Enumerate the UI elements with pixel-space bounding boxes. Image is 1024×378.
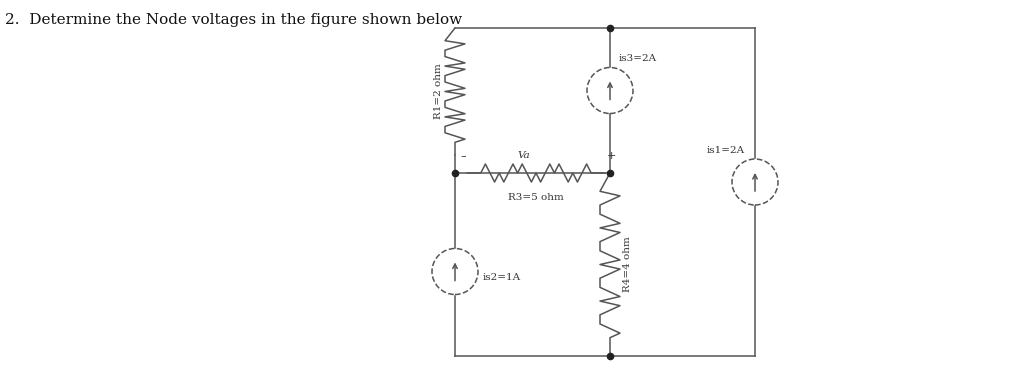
Text: Va: Va <box>518 151 530 160</box>
Text: R1=2 ohm: R1=2 ohm <box>434 64 443 119</box>
Text: is3=2A: is3=2A <box>618 54 657 64</box>
Text: R3=5 ohm: R3=5 ohm <box>508 193 564 202</box>
Text: R4=4 ohm: R4=4 ohm <box>624 237 633 292</box>
Text: 2.  Determine the Node voltages in the figure shown below: 2. Determine the Node voltages in the fi… <box>5 13 462 27</box>
Text: +: + <box>606 151 615 161</box>
Text: is2=1A: is2=1A <box>483 273 521 282</box>
Text: –: – <box>460 151 466 161</box>
Text: is1=2A: is1=2A <box>707 146 745 155</box>
